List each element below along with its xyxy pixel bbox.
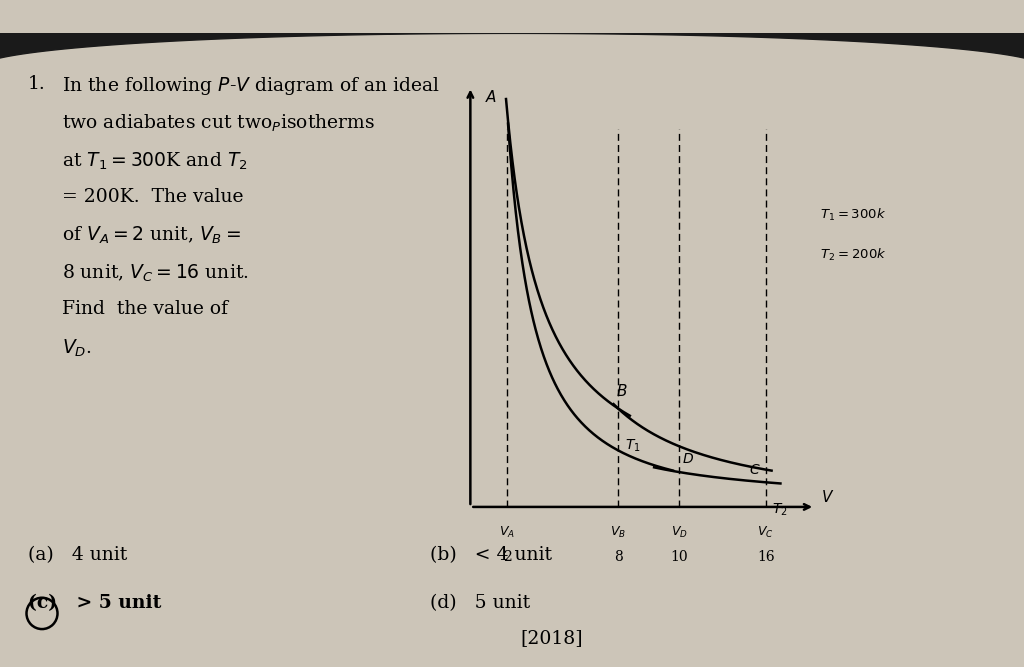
Text: $D$: $D$	[682, 452, 694, 466]
Text: (a)   4 unit: (a) 4 unit	[28, 546, 127, 564]
Text: $AB\rightarrow T_1 = 300k$: $AB\rightarrow T_1 = 300k$	[785, 207, 886, 223]
Text: In the following $P$-$V$ diagram of an ideal gas,: In the following $P$-$V$ diagram of an i…	[62, 75, 483, 97]
Text: $DC\rightarrow T_2 = 200k$: $DC\rightarrow T_2 = 200k$	[785, 247, 887, 263]
Text: at $T_1 = 300$K and $T_2$: at $T_1 = 300$K and $T_2$	[62, 150, 248, 171]
Text: 2: 2	[503, 550, 512, 564]
Text: 1.: 1.	[28, 75, 46, 93]
Text: $C$: $C$	[750, 464, 761, 478]
Text: $V_C$: $V_C$	[758, 525, 774, 540]
Text: = 200K.  The value: = 200K. The value	[62, 187, 244, 205]
Text: $T_1$: $T_1$	[626, 438, 641, 454]
Text: (c)   > 5 unit: (c) > 5 unit	[28, 594, 162, 612]
Text: Find  the value of: Find the value of	[62, 300, 228, 318]
Text: $V_D$.: $V_D$.	[62, 338, 91, 359]
Text: 8: 8	[613, 550, 623, 564]
Text: $V$: $V$	[821, 490, 835, 506]
Text: $V_D$: $V_D$	[671, 525, 687, 540]
Text: of $V_A = 2$ unit, $V_B =$: of $V_A = 2$ unit, $V_B =$	[62, 225, 241, 246]
Text: (b)   < 4 unit: (b) < 4 unit	[430, 546, 552, 564]
Text: 8 unit, $V_C = 16$ unit.: 8 unit, $V_C = 16$ unit.	[62, 263, 249, 283]
Text: (d)   5 unit: (d) 5 unit	[430, 594, 530, 612]
Text: $B$: $B$	[616, 383, 628, 399]
Text: $T_2$: $T_2$	[772, 502, 787, 518]
Text: 10: 10	[671, 550, 688, 564]
Text: two adiabates cut two$_P$isotherms: two adiabates cut two$_P$isotherms	[62, 113, 375, 134]
Text: $A$: $A$	[484, 89, 497, 105]
Text: $V_A$: $V_A$	[500, 525, 515, 540]
Text: 16: 16	[757, 550, 774, 564]
Text: [2018]: [2018]	[520, 628, 583, 646]
Text: $V_B$: $V_B$	[610, 525, 626, 540]
